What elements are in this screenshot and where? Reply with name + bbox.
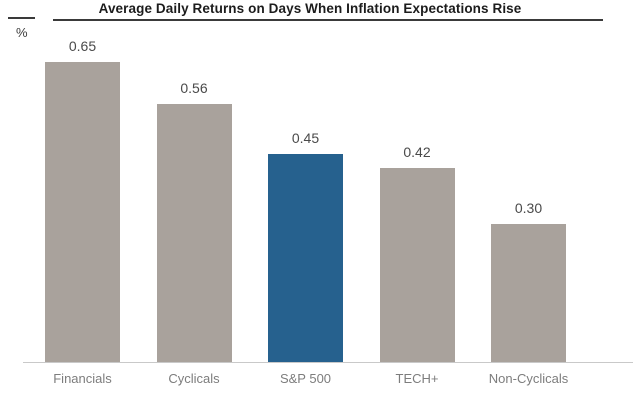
- chart-title: Average Daily Returns on Days When Infla…: [53, 1, 603, 21]
- y-axis-unit-label: %: [16, 25, 28, 40]
- value-label-financials: 0.65: [68, 38, 97, 54]
- value-label-s-p-500: 0.45: [291, 130, 320, 146]
- bar-s-p-500: [268, 154, 343, 362]
- bar-tech: [379, 168, 455, 362]
- x-axis-baseline: [23, 362, 633, 363]
- category-label-tech: TECH+: [395, 371, 439, 386]
- category-label-s-p-500: S&P 500: [279, 371, 332, 386]
- category-label-financials: Financials: [53, 371, 112, 386]
- value-label-cyclicals: 0.56: [180, 80, 208, 96]
- bar-cyclicals: [156, 104, 232, 362]
- value-label-tech: 0.42: [403, 144, 431, 160]
- title-rule-left-dash: [8, 17, 35, 19]
- bar-non-cyclicals: [491, 224, 566, 362]
- bar-financials: [45, 62, 120, 362]
- value-label-non-cyclicals: 0.30: [514, 200, 543, 216]
- category-label-cyclicals: Cyclicals: [168, 371, 220, 386]
- category-label-non-cyclicals: Non-Cyclicals: [488, 371, 569, 386]
